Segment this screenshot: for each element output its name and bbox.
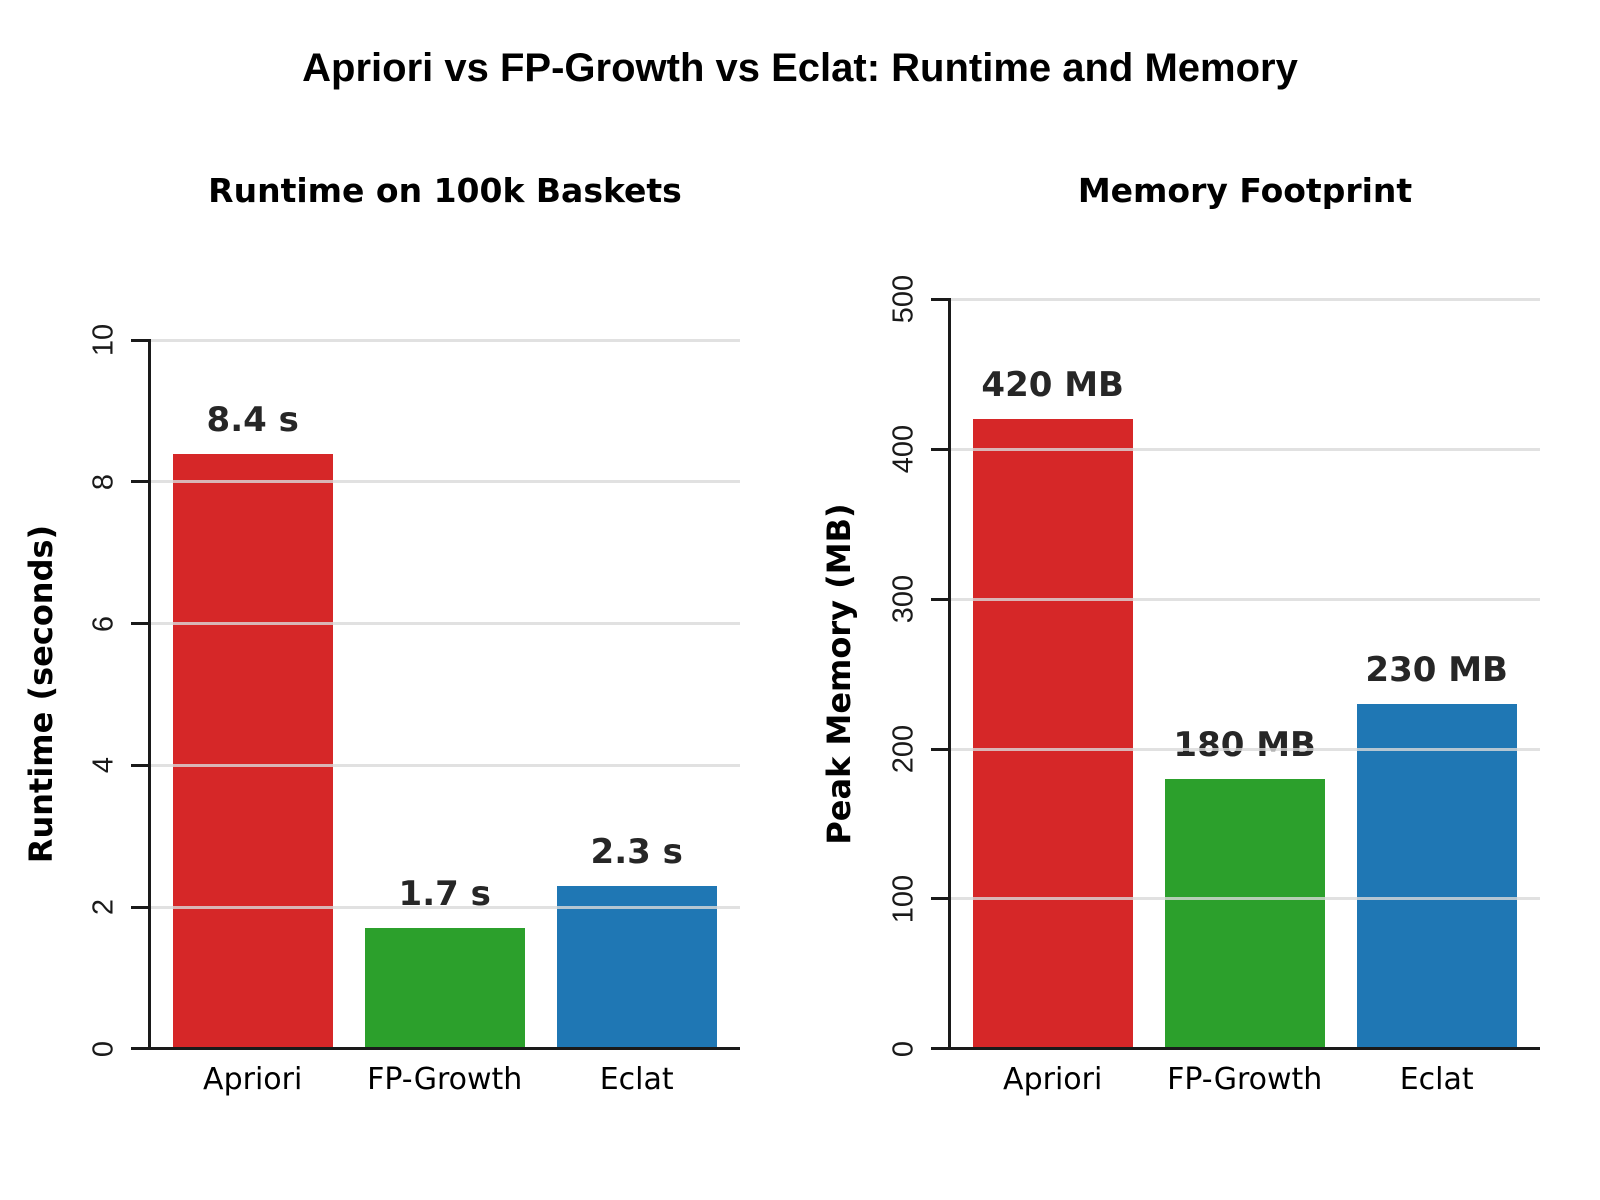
category-label-eclat: Eclat	[1399, 1062, 1474, 1097]
bar-value-label-apriori: 8.4 s	[206, 399, 299, 440]
y-tick-label: 400	[887, 425, 920, 474]
gridline	[950, 597, 1540, 601]
y-tick	[130, 622, 149, 626]
y-axis	[947, 297, 951, 1051]
category-label-apriori: Apriori	[1003, 1062, 1103, 1097]
bar-apriori	[972, 419, 1133, 1049]
y-tick-label: 10	[87, 324, 120, 357]
bar-value-label-fp-growth: 180 MB	[1173, 724, 1316, 765]
y-tick	[930, 597, 949, 601]
bar-value-label-apriori: 420 MB	[981, 365, 1124, 406]
left-chart-title: Runtime on 100k Baskets	[208, 171, 682, 210]
y-tick	[130, 763, 149, 767]
bar-fp-growth	[364, 928, 525, 1049]
y-tick-label: 200	[887, 724, 920, 774]
y-tick-label: 300	[887, 574, 920, 624]
gridline	[950, 297, 1540, 301]
gridline	[150, 622, 740, 626]
y-tick	[930, 897, 949, 901]
category-label-fp-growth: FP-Growth	[1167, 1062, 1323, 1097]
y-tick-label: 0	[87, 1040, 120, 1057]
y-tick-label: 6	[87, 615, 120, 632]
y-tick-label: 2	[87, 898, 120, 916]
y-tick	[930, 447, 949, 451]
bar-apriori	[172, 453, 333, 1049]
y-tick	[930, 297, 949, 301]
y-axis	[147, 338, 151, 1051]
bar-value-label-eclat: 230 MB	[1365, 650, 1508, 691]
page-title: Apriori vs FP-Growth vs Eclat: Runtime a…	[302, 46, 1298, 90]
y-tick-label: 8	[87, 473, 120, 491]
left-y-axis-label: Runtime (seconds)	[22, 524, 60, 864]
category-label-apriori: Apriori	[203, 1062, 303, 1097]
category-label-eclat: Eclat	[599, 1062, 674, 1097]
gridline	[950, 447, 1540, 451]
y-tick-label: 4	[87, 757, 120, 774]
bar-eclat	[1356, 704, 1517, 1049]
gridline	[950, 747, 1540, 751]
y-tick	[130, 1047, 149, 1051]
right-chart-title: Memory Footprint	[1077, 171, 1413, 210]
y-tick-label: 0	[887, 1040, 920, 1057]
x-axis	[947, 1047, 1540, 1051]
gridline	[150, 905, 740, 909]
y-tick	[930, 1047, 949, 1051]
x-axis	[147, 1047, 740, 1051]
y-tick-label: 500	[887, 275, 920, 324]
category-label-fp-growth: FP-Growth	[367, 1062, 523, 1097]
right-y-axis-label: Peak Memory (MB)	[820, 503, 858, 845]
y-tick	[130, 338, 149, 342]
gridline	[950, 897, 1540, 901]
gridline	[150, 338, 740, 342]
bar-eclat	[556, 885, 717, 1049]
y-tick	[930, 747, 949, 751]
gridline	[150, 763, 740, 767]
bar-value-label-eclat: 2.3 s	[590, 831, 683, 872]
y-tick-label: 100	[887, 874, 920, 924]
bar-fp-growth	[1164, 778, 1325, 1049]
y-tick	[130, 480, 149, 484]
gridline	[150, 480, 740, 484]
y-tick	[130, 905, 149, 909]
